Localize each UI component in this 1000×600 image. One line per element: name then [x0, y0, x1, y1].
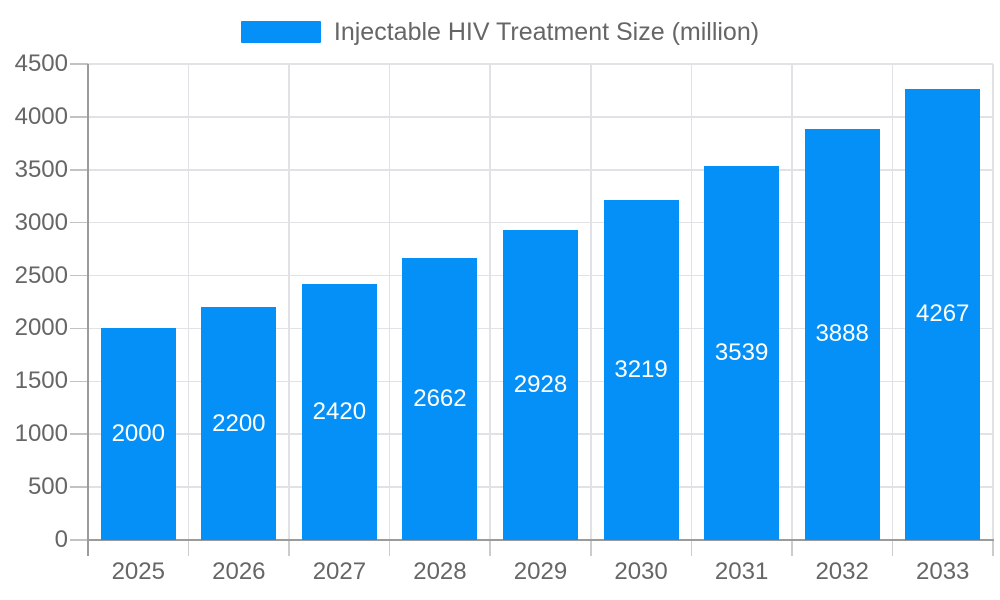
- vertical-gridline: [791, 64, 793, 540]
- bar-2033[interactable]: 4267: [905, 88, 981, 540]
- horizontal-gridline: [88, 116, 993, 118]
- y-axis-label: 3500: [14, 155, 68, 183]
- x-axis-line: [87, 539, 994, 541]
- horizontal-gridline: [88, 63, 993, 65]
- vertical-gridline: [590, 64, 592, 540]
- vertical-gridline: [891, 64, 894, 540]
- x-axis-label-2031: 2031: [714, 558, 769, 585]
- x-axis-tick: [891, 540, 894, 556]
- bar-value-label: 3219: [614, 355, 668, 383]
- x-axis-tick: [489, 540, 491, 556]
- y-axis-tick: [70, 116, 88, 118]
- vertical-gridline: [187, 64, 190, 540]
- bar-2028[interactable]: 2662: [402, 258, 478, 540]
- bar-2032[interactable]: 3888: [804, 128, 880, 540]
- y-axis-tick: [70, 221, 88, 224]
- bar-2029[interactable]: 2928: [503, 230, 578, 540]
- x-axis-label-2026: 2026: [212, 558, 266, 585]
- bar-value-label: 3888: [815, 320, 869, 348]
- x-axis-label-2030: 2030: [614, 558, 668, 585]
- y-axis-tick: [70, 274, 88, 277]
- bar-2025[interactable]: 2000: [100, 328, 176, 540]
- y-axis-tick: [70, 539, 88, 541]
- y-axis-label: 3000: [14, 208, 68, 236]
- legend[interactable]: Injectable HIV Treatment Size (million): [0, 16, 1000, 48]
- x-axis-tick: [590, 540, 592, 556]
- bar-2030[interactable]: 3219: [603, 199, 679, 540]
- vertical-gridline: [992, 64, 994, 540]
- x-axis-tick: [388, 540, 391, 556]
- x-axis-label-2033: 2033: [916, 558, 970, 585]
- y-axis-tick: [70, 169, 88, 171]
- y-axis-label: 0: [54, 526, 68, 553]
- y-axis-label: 1500: [14, 367, 68, 395]
- bar-value-label: 2928: [513, 371, 568, 399]
- bar-value-label: 2000: [111, 420, 165, 448]
- vertical-gridline: [690, 64, 693, 540]
- horizontal-gridline: [88, 169, 993, 171]
- legend-swatch-icon: [240, 21, 321, 43]
- vertical-gridline: [489, 64, 491, 540]
- y-axis-tick: [70, 327, 88, 330]
- horizontal-gridline: [88, 221, 993, 224]
- x-axis-tick: [690, 540, 693, 556]
- bar-value-label: 2662: [413, 385, 467, 413]
- x-axis-label-2032: 2032: [815, 558, 869, 585]
- y-axis-label: 4000: [14, 102, 68, 130]
- bar-value-label: 2420: [312, 398, 367, 425]
- bar-2027[interactable]: 2420: [301, 284, 377, 540]
- x-axis-tick: [187, 540, 190, 556]
- y-axis-tick: [70, 486, 88, 488]
- bar-2026[interactable]: 2200: [201, 307, 277, 540]
- x-axis-label-2028: 2028: [413, 558, 467, 585]
- y-axis-label: 4500: [14, 50, 68, 77]
- y-axis-label: 500: [27, 473, 68, 501]
- x-axis-tick: [791, 540, 793, 556]
- x-axis-tick: [992, 540, 994, 556]
- vertical-gridline: [388, 64, 391, 540]
- bar-value-label: 2200: [212, 409, 266, 437]
- y-axis-tick: [70, 433, 88, 435]
- y-axis-tick: [70, 63, 88, 65]
- bar-value-label: 3539: [714, 338, 769, 366]
- y-axis-label: 2000: [14, 314, 68, 342]
- vertical-gridline: [288, 64, 290, 540]
- x-axis-label-2025: 2025: [111, 558, 165, 585]
- legend-label: Injectable HIV Treatment Size (million): [333, 17, 760, 46]
- y-axis-label: 2500: [14, 261, 68, 289]
- x-axis-tick: [288, 540, 290, 556]
- y-axis-line: [87, 64, 89, 556]
- x-axis-label-2027: 2027: [312, 558, 367, 585]
- y-axis-label: 1000: [14, 420, 68, 448]
- bar-2031[interactable]: 3539: [704, 165, 780, 540]
- y-axis-tick: [70, 380, 88, 383]
- x-axis-label-2029: 2029: [513, 558, 568, 585]
- bar-value-label: 4267: [916, 300, 970, 328]
